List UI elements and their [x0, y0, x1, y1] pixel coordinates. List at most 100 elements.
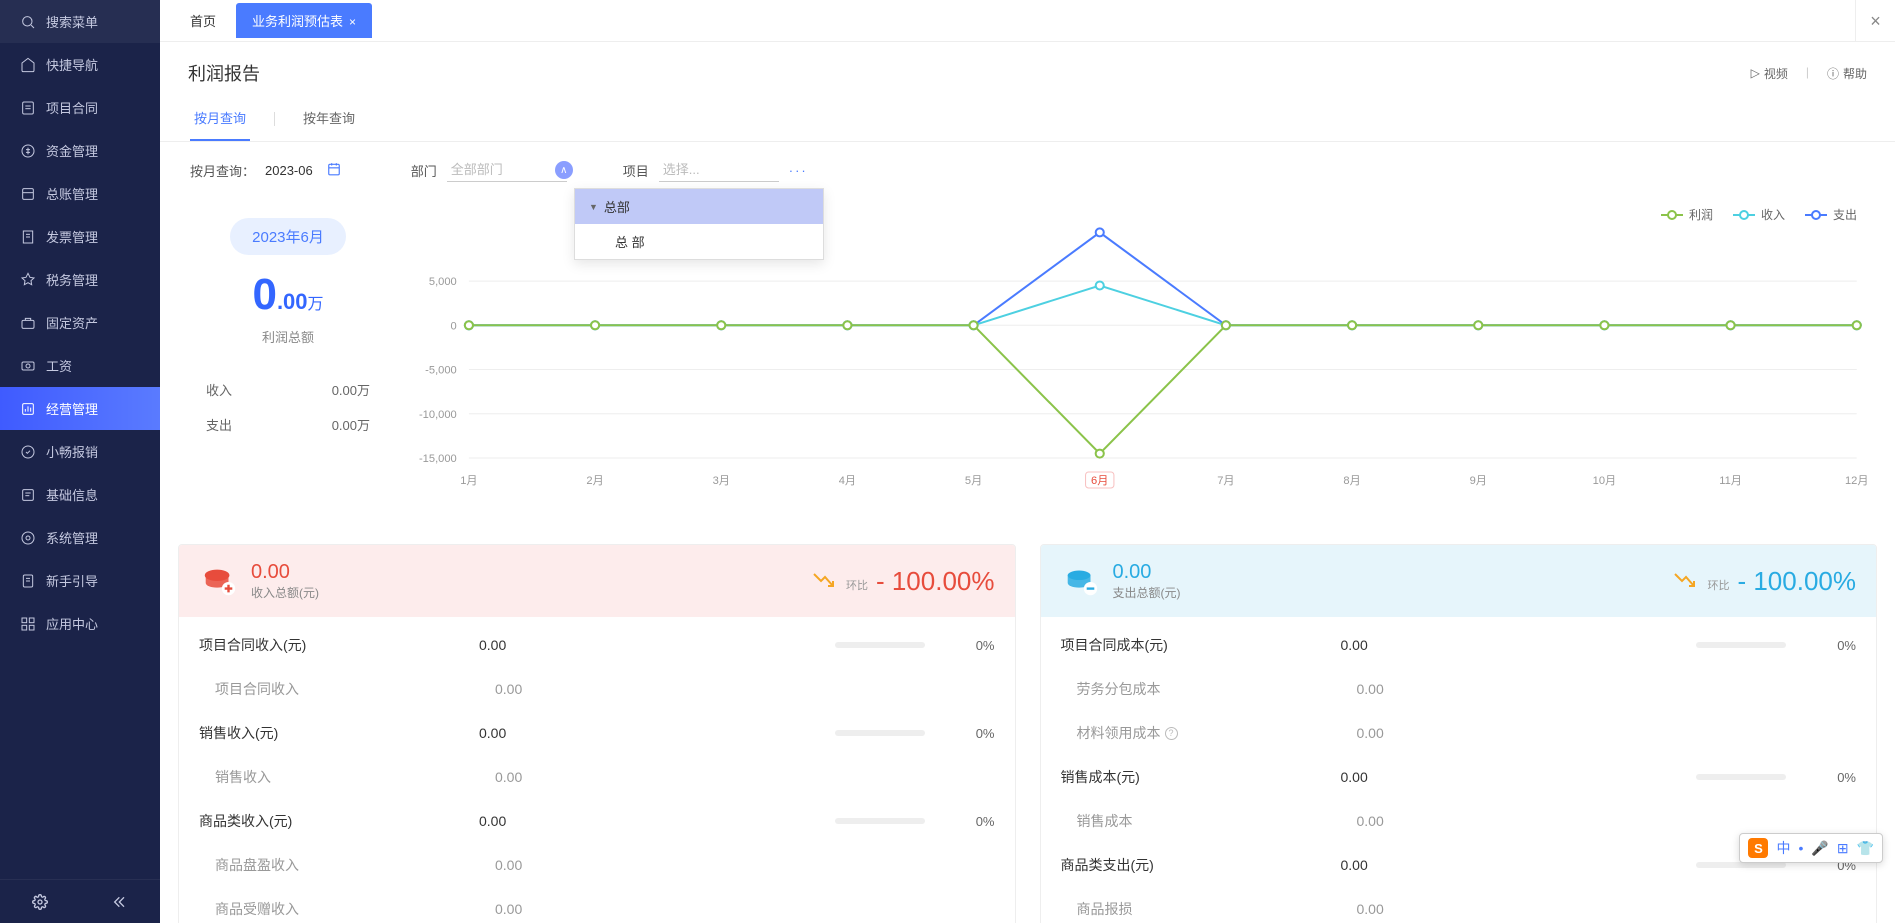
data-row: 商品盘盈收入0.00 [199, 843, 995, 887]
trend-down-icon [1673, 570, 1699, 593]
data-row: 项目合同收入(元)0.000% [199, 623, 995, 667]
info-icon [20, 487, 36, 503]
date-value[interactable]: 2023-06 [265, 163, 313, 178]
sidebar-item-money[interactable]: 资金管理 [0, 129, 160, 172]
legend-item[interactable]: 支出 [1805, 206, 1857, 223]
data-row: 商品受赠收入0.00 [199, 887, 995, 923]
ledger-icon [20, 186, 36, 202]
income-card: 0.00 收入总额(元) 环比 - 100.00% 项目合同收入(元 [178, 544, 1016, 923]
data-row: 商品类支出(元)0.000% [1061, 843, 1857, 887]
salary-icon [20, 358, 36, 374]
sidebar-item-tax[interactable]: 税务管理 [0, 258, 160, 301]
asset-icon [20, 315, 36, 331]
biz-icon [20, 401, 36, 417]
sidebar-item-salary[interactable]: 工资 [0, 344, 160, 387]
svg-text:-15,000: -15,000 [419, 453, 457, 465]
data-row: 销售收入0.00 [199, 755, 995, 799]
settings-button[interactable] [0, 880, 80, 923]
sidebar-item-apps[interactable]: 应用中心 [0, 602, 160, 645]
profit-total: 0.00万 [188, 273, 388, 317]
proj-more-button[interactable]: ··· [789, 163, 808, 178]
apps-icon [20, 616, 36, 632]
period-pill: 2023年6月 [230, 218, 346, 255]
data-row: 材料领用成本?0.00 [1061, 711, 1857, 755]
sidebar-item-biz[interactable]: 经营管理 [0, 387, 160, 430]
svg-text:5,000: 5,000 [429, 276, 457, 288]
dept-dropdown: ▼总部总 部 [574, 188, 824, 260]
dept-dropdown-toggle[interactable]: ∧ [555, 161, 573, 179]
dept-input[interactable] [447, 158, 567, 182]
dropdown-item[interactable]: ▼总部 [575, 189, 823, 224]
proj-input[interactable] [659, 158, 779, 182]
help-icon: ⓘ [1827, 65, 1839, 82]
guide-icon [20, 573, 36, 589]
date-filter-label: 按月查询： [190, 161, 255, 180]
svg-text:8月: 8月 [1343, 475, 1360, 487]
tab[interactable]: 业务利润预估表× [236, 3, 372, 38]
data-row: 项目合同成本(元)0.000% [1061, 623, 1857, 667]
expense-total: 0.00 [1113, 561, 1181, 584]
subtab-yearly[interactable]: 按年查询 [299, 96, 359, 141]
svg-text:2月: 2月 [586, 475, 603, 487]
ime-toolbar[interactable]: S 中 • 🎤 ⊞ 👕 [1739, 833, 1883, 863]
invoice-icon [20, 229, 36, 245]
sidebar-item-system[interactable]: 系统管理 [0, 516, 160, 559]
sidebar-item-guide[interactable]: 新手引导 [0, 559, 160, 602]
data-row: 销售成本0.00 [1061, 799, 1857, 843]
data-row: 销售成本(元)0.000% [1061, 755, 1857, 799]
summary-panel: 2023年6月 0.00万 利润总额 收入0.00万 支出0.00万 [178, 198, 398, 528]
sidebar-item-search[interactable]: 搜索菜单 [0, 0, 160, 43]
search-icon [20, 14, 36, 30]
caret-icon: ▼ [589, 202, 598, 212]
data-row: 项目合同收入0.00 [199, 667, 995, 711]
sidebar-item-asset[interactable]: 固定资产 [0, 301, 160, 344]
trend-down-icon [812, 570, 838, 593]
subtab-monthly[interactable]: 按月查询 [190, 96, 250, 141]
calendar-icon[interactable] [327, 162, 341, 179]
tax-icon [20, 272, 36, 288]
svg-text:7月: 7月 [1217, 475, 1234, 487]
sidebar-item-reimburse[interactable]: 小畅报销 [0, 430, 160, 473]
data-row: 商品类收入(元)0.000% [199, 799, 995, 843]
sidebar: 搜索菜单快捷导航项目合同资金管理总账管理发票管理税务管理固定资产工资经营管理小畅… [0, 0, 160, 923]
collapse-button[interactable] [80, 880, 160, 923]
expense-icon [1061, 561, 1101, 601]
income-total: 0.00 [251, 561, 319, 584]
svg-text:0: 0 [451, 320, 457, 332]
page-title: 利润报告 [188, 60, 260, 86]
ime-badge[interactable]: S [1748, 838, 1768, 858]
video-link[interactable]: ▷ 视频 [1751, 65, 1788, 82]
svg-text:4月: 4月 [839, 475, 856, 487]
info-icon[interactable]: ? [1165, 727, 1178, 740]
sidebar-item-doc[interactable]: 项目合同 [0, 86, 160, 129]
data-row: 商品报损0.00 [1061, 887, 1857, 923]
summary-expense-row: 支出0.00万 [188, 407, 388, 442]
tab[interactable]: 首页 [174, 3, 232, 38]
expense-total-label: 支出总额(元) [1113, 584, 1181, 601]
tab-bar: 首页业务利润预估表× × [160, 0, 1895, 42]
system-icon [20, 530, 36, 546]
svg-text:5月: 5月 [965, 475, 982, 487]
tab-close-icon[interactable]: × [349, 15, 356, 29]
svg-text:1月: 1月 [460, 475, 477, 487]
data-row: 销售收入(元)0.000% [199, 711, 995, 755]
svg-text:6月: 6月 [1091, 475, 1108, 487]
expense-pct: - 100.00% [1737, 566, 1856, 597]
tabs-close-button[interactable]: × [1855, 0, 1895, 42]
sidebar-item-invoice[interactable]: 发票管理 [0, 215, 160, 258]
income-total-label: 收入总额(元) [251, 584, 319, 601]
help-link[interactable]: ⓘ 帮助 [1827, 65, 1867, 82]
svg-text:-5,000: -5,000 [425, 365, 457, 377]
svg-text:12月: 12月 [1845, 475, 1869, 487]
sidebar-item-info[interactable]: 基础信息 [0, 473, 160, 516]
legend-item[interactable]: 利润 [1661, 206, 1713, 223]
sidebar-item-ledger[interactable]: 总账管理 [0, 172, 160, 215]
home-icon [20, 57, 36, 73]
sidebar-item-home[interactable]: 快捷导航 [0, 43, 160, 86]
proj-label: 项目 [623, 161, 649, 180]
svg-text:10月: 10月 [1593, 475, 1617, 487]
money-icon [20, 143, 36, 159]
dept-label: 部门 [411, 161, 437, 180]
dropdown-item[interactable]: 总 部 [575, 224, 823, 259]
legend-item[interactable]: 收入 [1733, 206, 1785, 223]
